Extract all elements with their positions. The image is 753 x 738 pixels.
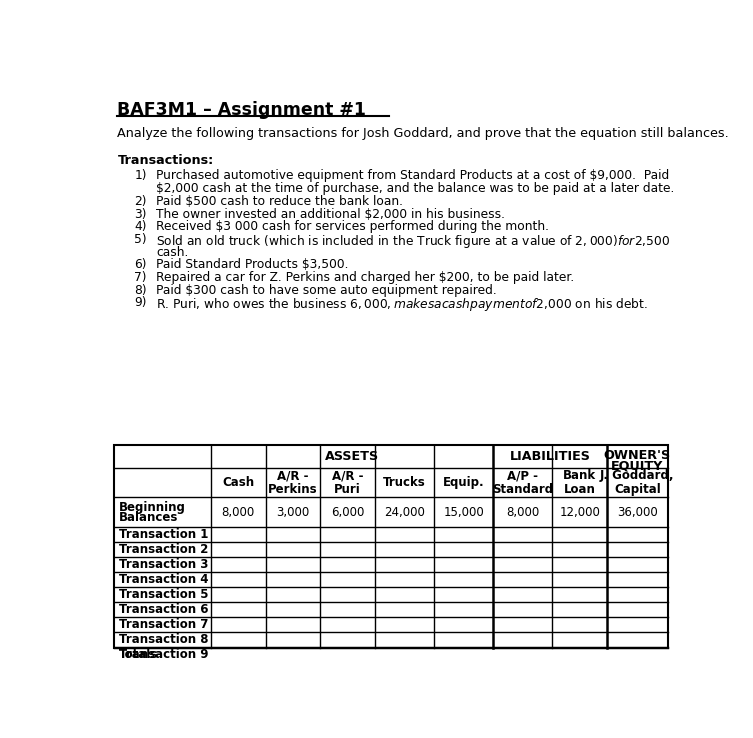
Text: 8,000: 8,000: [221, 506, 255, 519]
Text: Transaction 8: Transaction 8: [119, 632, 209, 646]
Text: Sold an old truck (which is included in the Truck figure at a value of $2,000) f: Sold an old truck (which is included in …: [156, 233, 670, 250]
Text: Balances: Balances: [119, 511, 178, 524]
Text: Bank: Bank: [563, 469, 596, 483]
Text: Paid $500 cash to reduce the bank loan.: Paid $500 cash to reduce the bank loan.: [156, 195, 403, 208]
Text: A/P -: A/P -: [508, 469, 538, 483]
Text: R. Puri, who owes the business $6,000, makes a cash payment of $2,000 on his deb: R. Puri, who owes the business $6,000, m…: [156, 297, 648, 314]
Text: Paid Standard Products $3,500.: Paid Standard Products $3,500.: [156, 258, 349, 272]
Text: 6): 6): [135, 258, 147, 272]
Text: Trucks: Trucks: [383, 476, 426, 489]
Text: 3,000: 3,000: [276, 506, 309, 519]
Text: 8): 8): [135, 283, 147, 297]
Text: ASSETS: ASSETS: [325, 450, 380, 463]
Text: 3): 3): [135, 207, 147, 221]
Text: A/R -: A/R -: [332, 469, 364, 483]
Text: Transaction 3: Transaction 3: [119, 558, 209, 570]
Text: Transactions:: Transactions:: [117, 154, 214, 167]
Text: 2): 2): [135, 195, 147, 208]
Text: EQUITY: EQUITY: [611, 460, 663, 473]
Text: 6,000: 6,000: [331, 506, 364, 519]
Text: Totals: Totals: [119, 648, 158, 661]
Text: 24,000: 24,000: [384, 506, 425, 519]
Text: $2,000 cash at the time of purchase, and the balance was to be paid at a later d: $2,000 cash at the time of purchase, and…: [156, 182, 675, 195]
Text: 8,000: 8,000: [506, 506, 539, 519]
Text: 5): 5): [135, 233, 147, 246]
Text: Loan: Loan: [564, 483, 596, 496]
Text: A/R -: A/R -: [277, 469, 309, 483]
Text: Received $3 000 cash for services performed during the month.: Received $3 000 cash for services perfor…: [156, 220, 549, 233]
Text: 12,000: 12,000: [559, 506, 600, 519]
Text: 1): 1): [135, 170, 147, 182]
Text: Paid $300 cash to have some auto equipment repaired.: Paid $300 cash to have some auto equipme…: [156, 283, 497, 297]
Text: Perkins: Perkins: [268, 483, 318, 496]
Text: BAF3M1 – Assignment #1: BAF3M1 – Assignment #1: [117, 101, 367, 119]
Text: Capital: Capital: [614, 483, 660, 496]
Text: Transaction 6: Transaction 6: [119, 603, 209, 615]
Text: J. Goddard,: J. Goddard,: [600, 469, 675, 483]
Text: Puri: Puri: [334, 483, 361, 496]
Text: 4): 4): [135, 220, 147, 233]
Text: OWNER'S: OWNER'S: [604, 449, 671, 462]
Text: Transaction 4: Transaction 4: [119, 573, 209, 586]
Text: Transaction 1: Transaction 1: [119, 528, 209, 541]
Text: Cash: Cash: [222, 476, 255, 489]
Text: Purchased automotive equipment from Standard Products at a cost of $9,000.  Paid: Purchased automotive equipment from Stan…: [156, 170, 669, 182]
Text: Transaction 9: Transaction 9: [119, 648, 209, 661]
Text: Transaction 7: Transaction 7: [119, 618, 209, 631]
Text: 7): 7): [135, 271, 147, 284]
Text: Standard: Standard: [492, 483, 553, 496]
Text: 9): 9): [135, 297, 147, 309]
Text: Beginning: Beginning: [119, 500, 186, 514]
Text: 36,000: 36,000: [617, 506, 657, 519]
Text: LIABILITIES: LIABILITIES: [510, 450, 590, 463]
Text: 15,000: 15,000: [444, 506, 484, 519]
Text: Equip.: Equip.: [443, 476, 484, 489]
Bar: [114, 445, 668, 647]
Text: cash.: cash.: [156, 246, 188, 258]
Text: Analyze the following transactions for Josh Goddard, and prove that the equation: Analyze the following transactions for J…: [117, 127, 729, 140]
Text: Repaired a car for Z. Perkins and charged her $200, to be paid later.: Repaired a car for Z. Perkins and charge…: [156, 271, 575, 284]
Text: The owner invested an additional $2,000 in his business.: The owner invested an additional $2,000 …: [156, 207, 505, 221]
Text: Transaction 2: Transaction 2: [119, 542, 209, 556]
Text: Transaction 5: Transaction 5: [119, 587, 209, 601]
